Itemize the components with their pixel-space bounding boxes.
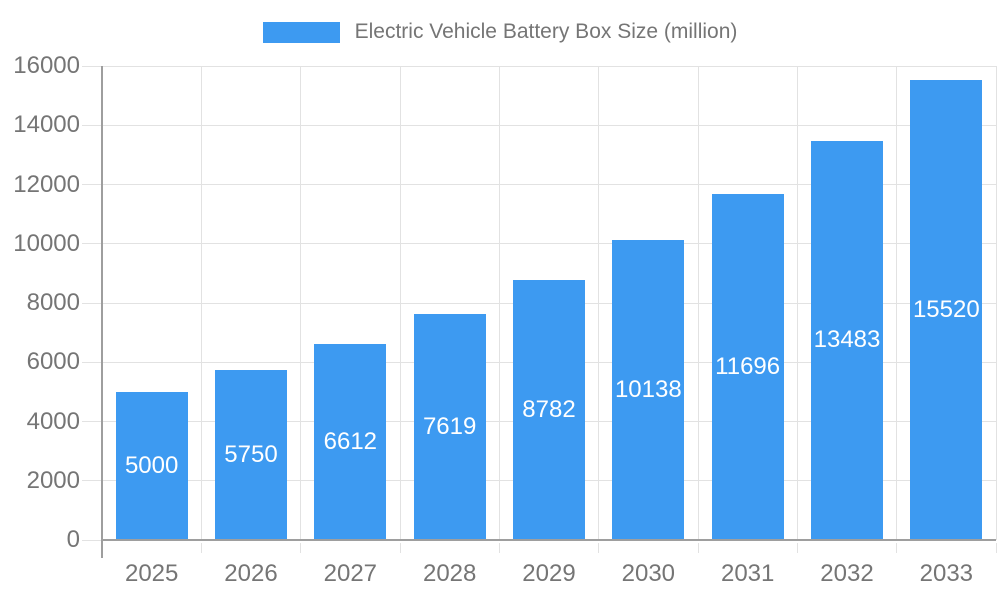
y-axis-line <box>101 66 103 558</box>
bar[interactable]: 5000 <box>115 391 188 540</box>
x-axis-tick-label: 2026 <box>224 560 278 587</box>
x-axis-tick <box>300 543 302 553</box>
legend[interactable]: Electric Vehicle Battery Box Size (milli… <box>0 20 1000 43</box>
y-axis-tick-label: 16000 <box>13 52 80 79</box>
bar-value-label: 15520 <box>912 296 980 324</box>
x-axis-tick-label: 2027 <box>323 560 378 587</box>
v-gridline <box>896 66 898 540</box>
v-gridline <box>498 66 500 540</box>
v-gridline <box>796 66 798 540</box>
y-axis-tick-label: 0 <box>66 526 80 553</box>
x-axis-tick-label: 2030 <box>621 560 676 587</box>
bar-value-label: 13483 <box>813 326 881 354</box>
bar-value-label: 11696 <box>715 352 781 380</box>
x-axis-tick-label: 2031 <box>720 560 775 587</box>
x-axis: 2025 2026 2027 2028 2029 2030 2031 2032 2033 <box>102 561 996 591</box>
bar[interactable]: 10138 <box>612 239 685 540</box>
v-gridline <box>598 66 600 540</box>
h-gridline <box>82 124 996 126</box>
bar[interactable]: 8782 <box>513 279 585 540</box>
x-axis-tick-label: 2028 <box>422 560 477 587</box>
x-axis-tick-label: 2025 <box>124 560 179 587</box>
x-axis-line <box>101 539 996 541</box>
bar[interactable]: 5750 <box>215 369 287 540</box>
bar[interactable]: 6612 <box>314 344 387 540</box>
x-axis-tick <box>200 543 202 553</box>
x-axis-tick <box>697 543 699 553</box>
bar-value-label: 5000 <box>124 451 179 479</box>
x-axis-tick <box>399 543 401 553</box>
y-axis-tick-label: 2000 <box>26 466 80 494</box>
x-axis-tick <box>796 543 798 553</box>
x-axis-tick-label: 2032 <box>820 560 874 587</box>
y-axis-tick-label: 8000 <box>26 289 80 316</box>
y-axis: 0 2000 4000 6000 8000 10000 12000 14000 16000 <box>0 54 80 552</box>
y-axis-tick-label: 12000 <box>13 170 80 198</box>
y-axis-tick-label: 10000 <box>13 229 80 257</box>
x-axis-tick <box>995 543 997 553</box>
v-gridline <box>200 66 202 540</box>
h-gridline <box>82 243 996 245</box>
y-axis-tick-label: 14000 <box>13 111 80 139</box>
legend-swatch-icon <box>262 21 340 43</box>
bar[interactable]: 15520 <box>910 80 983 540</box>
bar[interactable]: 11696 <box>711 193 784 540</box>
bar-value-label: 8782 <box>522 395 576 423</box>
v-gridline <box>300 66 302 540</box>
v-gridline <box>399 66 401 540</box>
legend-label: Electric Vehicle Battery Box Size (milli… <box>354 20 738 43</box>
bar[interactable]: 13483 <box>811 140 883 540</box>
x-axis-tick <box>896 543 898 553</box>
y-axis-tick-label: 4000 <box>26 407 80 435</box>
v-gridline <box>995 66 997 540</box>
h-gridline <box>82 184 996 185</box>
plot-area: 5000 5750 6612 7619 8782 10138 11696 13483 15520 <box>82 65 997 558</box>
bar-value-label: 5750 <box>224 440 278 468</box>
bar-value-label: 10138 <box>614 375 682 403</box>
v-gridline <box>697 66 699 540</box>
x-axis-tick <box>598 543 600 553</box>
bar-value-label: 7619 <box>422 413 477 441</box>
x-axis-tick-label: 2033 <box>919 560 974 587</box>
h-gridline <box>82 65 996 67</box>
x-axis-tick-label: 2029 <box>522 560 576 587</box>
bar-value-label: 6612 <box>323 428 378 456</box>
x-axis-tick <box>498 543 500 553</box>
bar[interactable]: 7619 <box>413 314 486 540</box>
y-axis-tick-label: 6000 <box>26 348 80 376</box>
